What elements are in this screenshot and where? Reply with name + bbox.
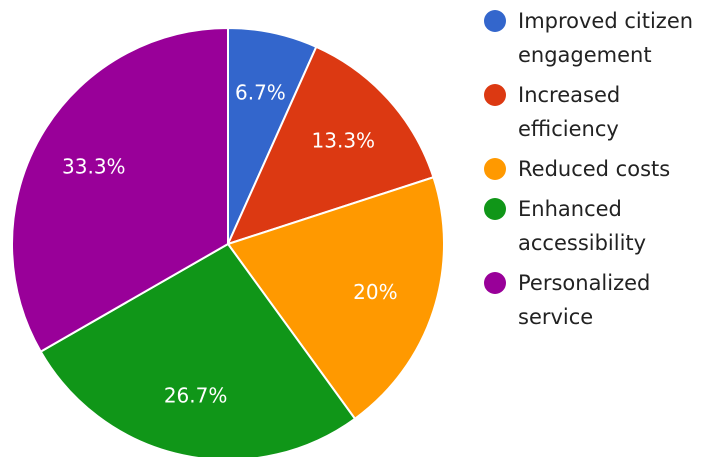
- legend-label: Personalized service: [518, 271, 651, 329]
- legend-swatch-icon: [484, 158, 506, 180]
- chart-legend: Improved citizen engagement Increased eff…: [484, 4, 712, 340]
- legend-item: Reduced costs: [484, 152, 712, 186]
- legend-swatch-icon: [484, 84, 506, 106]
- legend-item: Personalized service: [484, 266, 712, 334]
- legend-label: Increased efficiency: [518, 83, 621, 141]
- legend-item: Enhanced accessibility: [484, 192, 712, 260]
- slice-percent-label: 13.3%: [312, 128, 376, 152]
- slice-percent-label: 6.7%: [235, 80, 286, 104]
- pie-slice-labels: 6.7% 13.3% 20% 26.7% 33.3%: [62, 80, 398, 407]
- legend-label: Improved citizen engagement: [518, 9, 694, 67]
- legend-swatch-icon: [484, 272, 506, 294]
- slice-percent-label: 20%: [353, 280, 397, 304]
- slice-percent-label: 33.3%: [62, 154, 126, 178]
- pie-slice: [11, 26, 229, 353]
- pie-slice: [39, 242, 357, 457]
- legend-item: Increased efficiency: [484, 78, 712, 146]
- legend-label: Enhanced accessibility: [518, 197, 647, 255]
- legend-item: Improved citizen engagement: [484, 4, 712, 72]
- pie-slice: [226, 45, 435, 246]
- legend-swatch-icon: [484, 10, 506, 32]
- pie-slices: [11, 26, 445, 457]
- legend-swatch-icon: [484, 198, 506, 220]
- slice-percent-label: 26.7%: [164, 384, 228, 408]
- legend-label: Reduced costs: [518, 157, 671, 181]
- pie-slice: [226, 175, 445, 421]
